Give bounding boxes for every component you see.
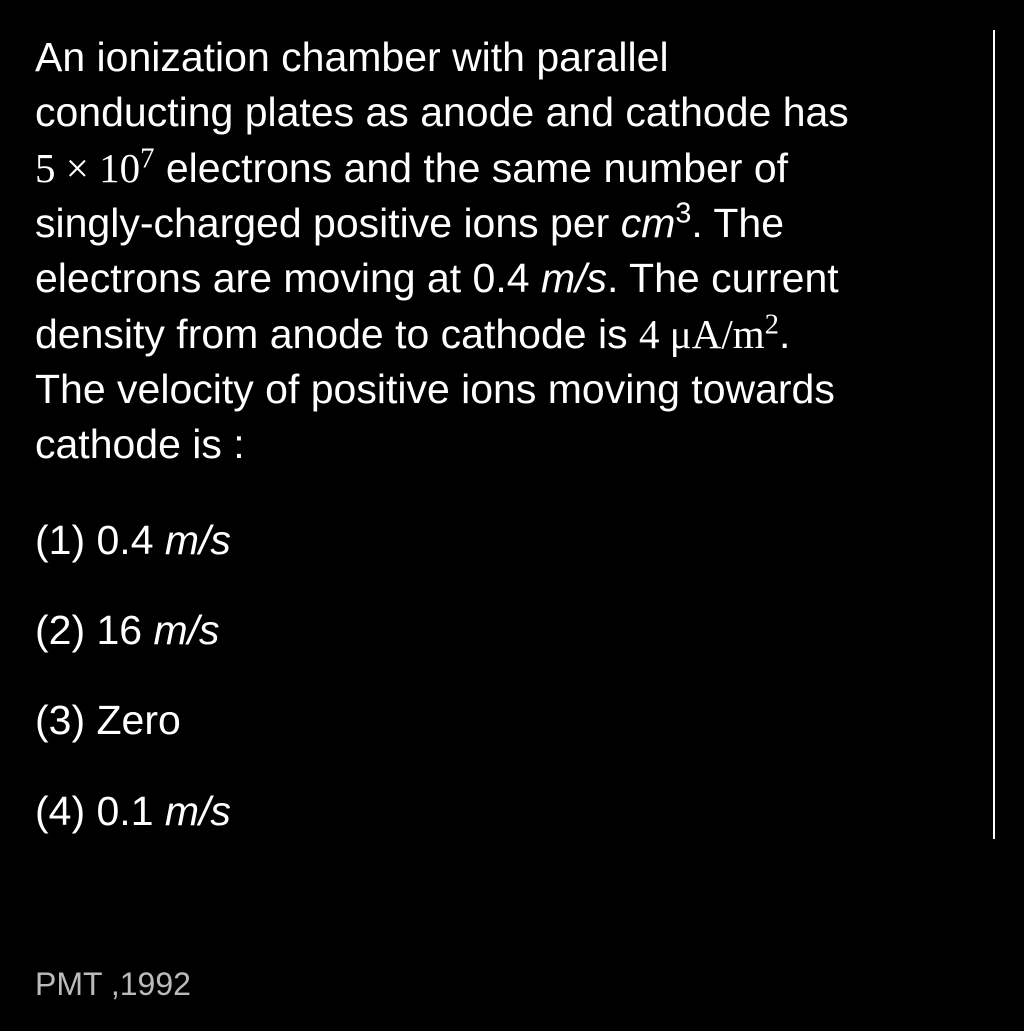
- q-line5-unit: m/s: [541, 255, 607, 301]
- opt4-num: (4): [35, 788, 97, 834]
- q-line4-post: . The: [691, 200, 784, 246]
- opt2-num: (2): [35, 607, 97, 653]
- question-text: An ionization chamber with parallel cond…: [35, 30, 963, 473]
- opt4-val: 0.1: [97, 788, 165, 834]
- option-2[interactable]: (2) 16 m/s: [35, 603, 963, 658]
- opt1-val: 0.4: [97, 517, 165, 563]
- q-line4-cm: cm: [621, 200, 676, 246]
- option-4[interactable]: (4) 0.1 m/s: [35, 784, 963, 839]
- q-line6-val: 4 μA/m: [639, 311, 765, 357]
- q-line6-pre: density from anode to cathode is: [35, 311, 639, 357]
- q-line3-sup: 7: [140, 142, 154, 174]
- q-line2: conducting plates as anode and cathode h…: [35, 89, 849, 135]
- opt1-num: (1): [35, 517, 97, 563]
- q-line3-post: electrons and the same number of: [154, 145, 788, 191]
- q-line6-post: .: [779, 311, 790, 357]
- opt1-unit: m/s: [165, 517, 231, 563]
- q-line7: The velocity of positive ions moving tow…: [35, 366, 835, 412]
- q-line6-sup: 2: [765, 308, 779, 340]
- q-line1: An ionization chamber with parallel: [35, 34, 669, 80]
- q-line5-post: . The current: [607, 255, 839, 301]
- q-line4-sup: 3: [675, 197, 691, 229]
- option-1[interactable]: (1) 0.4 m/s: [35, 513, 963, 568]
- question-block: An ionization chamber with parallel cond…: [35, 30, 995, 839]
- q-line4-pre: singly-charged positive ions per: [35, 200, 621, 246]
- opt2-unit: m/s: [154, 607, 220, 653]
- opt3-num: (3): [35, 697, 97, 743]
- opt2-val: 16: [97, 607, 154, 653]
- q-line8: cathode is :: [35, 421, 245, 467]
- q-line3-pre: 5 × 10: [35, 145, 140, 191]
- opt4-unit: m/s: [165, 788, 231, 834]
- source-label: PMT ,1992: [35, 966, 191, 1003]
- opt3-val: Zero: [97, 697, 181, 743]
- q-line5: electrons are moving at 0.4: [35, 255, 541, 301]
- options-list: (1) 0.4 m/s (2) 16 m/s (3) Zero (4) 0.1 …: [35, 513, 963, 839]
- option-3[interactable]: (3) Zero: [35, 693, 963, 748]
